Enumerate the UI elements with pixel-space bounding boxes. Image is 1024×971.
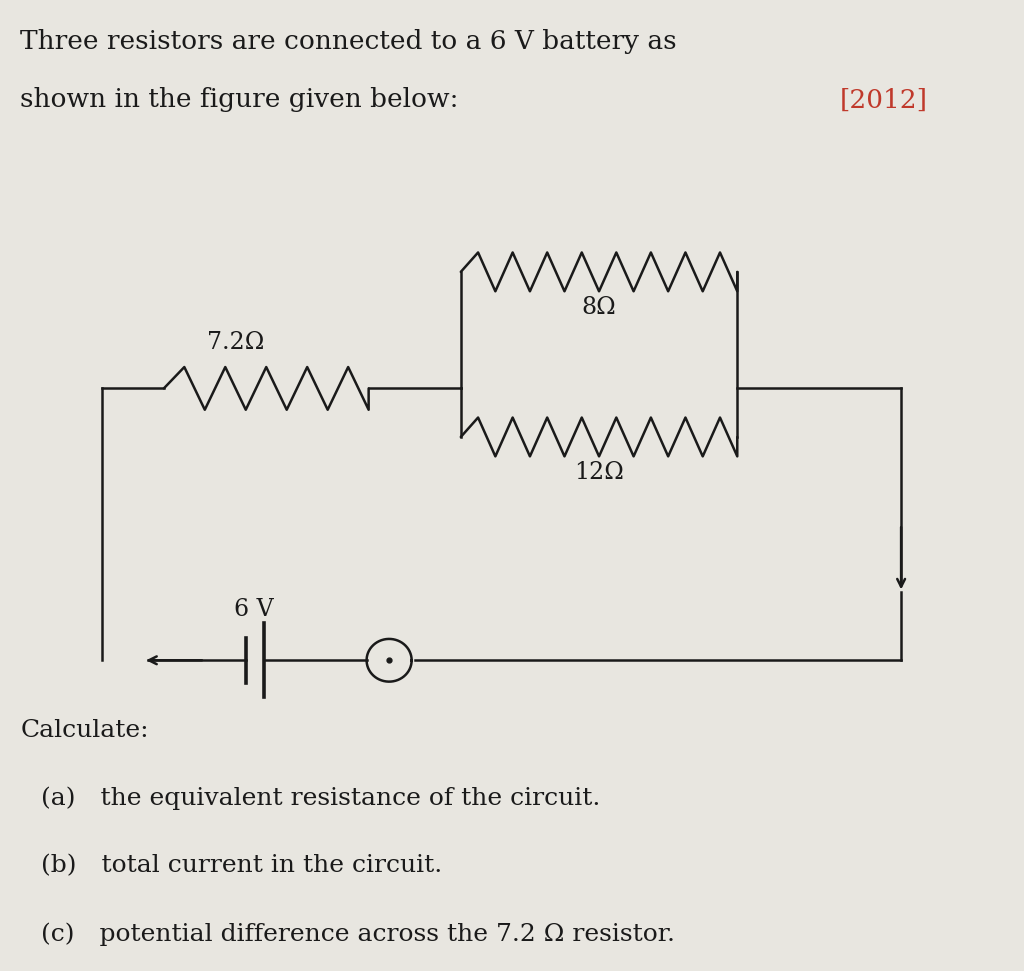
Text: (c) potential difference across the 7.2 Ω resistor.: (c) potential difference across the 7.2 …	[41, 922, 675, 946]
Text: shown in the figure given below:: shown in the figure given below:	[20, 87, 459, 113]
Text: 12Ω: 12Ω	[574, 461, 624, 485]
Text: Three resistors are connected to a 6 V battery as: Three resistors are connected to a 6 V b…	[20, 29, 677, 54]
Text: (b) total current in the circuit.: (b) total current in the circuit.	[41, 854, 442, 878]
Text: [2012]: [2012]	[840, 87, 928, 113]
Text: 7.2Ω: 7.2Ω	[207, 331, 264, 354]
Text: Calculate:: Calculate:	[20, 719, 150, 742]
Text: (a) the equivalent resistance of the circuit.: (a) the equivalent resistance of the cir…	[41, 787, 600, 810]
Text: 8Ω: 8Ω	[582, 296, 616, 319]
Text: 6 V: 6 V	[234, 598, 273, 621]
